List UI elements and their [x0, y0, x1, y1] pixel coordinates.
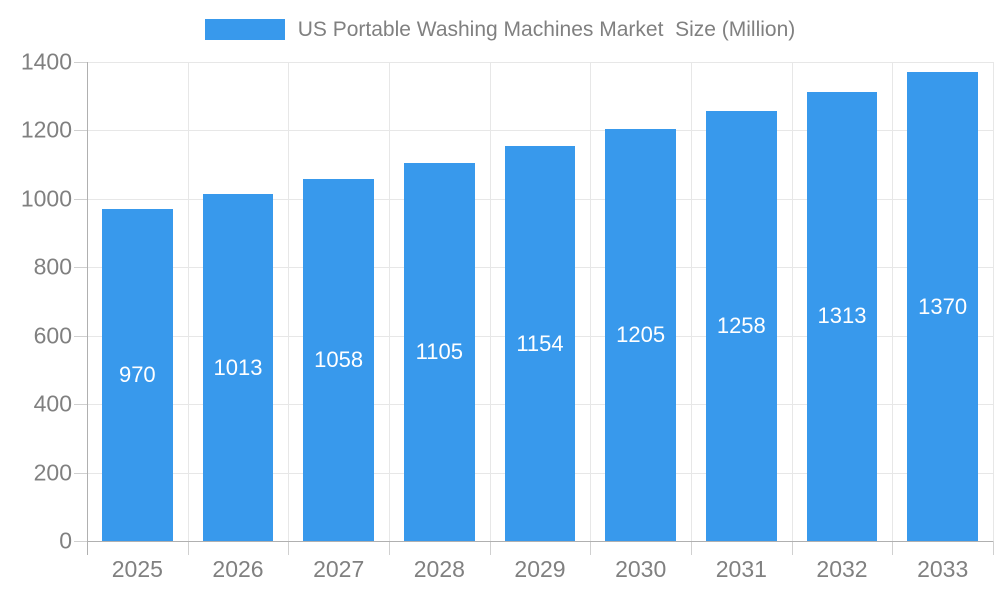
y-axis-label-400: 400 — [33, 390, 72, 417]
bar-2028: 1105 — [404, 162, 475, 541]
x-axis-tick-4 — [489, 541, 491, 555]
bar-value-label-2033: 1370 — [918, 293, 968, 319]
h-gridline-1400 — [87, 62, 993, 63]
v-gridline-6 — [690, 62, 692, 541]
y-axis-tick-1400 — [74, 62, 87, 63]
bar-value-label-2026: 1013 — [213, 354, 263, 380]
x-axis-tick-6 — [690, 541, 692, 555]
v-gridline-8 — [892, 62, 894, 541]
x-axis-tick-7 — [791, 541, 793, 555]
bar-value-label-2030: 1205 — [616, 321, 666, 347]
x-axis-label-2026: 2026 — [212, 556, 264, 582]
v-gridline-2 — [288, 62, 290, 541]
x-axis-label-2033: 2033 — [917, 556, 969, 582]
v-gridline-5 — [590, 62, 592, 541]
x-axis-label-2029: 2029 — [514, 556, 566, 582]
y-axis-tick-800 — [74, 267, 87, 269]
x-axis-label-2032: 2032 — [816, 556, 868, 582]
v-gridline-1 — [187, 62, 189, 541]
y-axis-label-1200: 1200 — [20, 116, 72, 143]
bar-value-label-2025: 970 — [118, 362, 156, 388]
plot-area: 970 2025 1013 2026 1058 2027 1105 2028 1154 2029 1… — [87, 62, 994, 581]
x-axis-label-2025: 2025 — [111, 556, 163, 582]
legend-swatch — [204, 19, 285, 40]
v-gridline-7 — [791, 62, 793, 541]
y-axis-label-600: 600 — [33, 322, 72, 349]
h-gridline-1200 — [87, 130, 993, 132]
y-axis-label-1000: 1000 — [20, 185, 72, 212]
bar-2025: 970 — [102, 209, 173, 541]
x-axis-tick-2 — [288, 541, 290, 555]
y-axis-line — [87, 62, 88, 555]
bar-value-label-2027: 1058 — [314, 347, 364, 372]
x-axis-label-2028: 2028 — [413, 556, 465, 582]
y-axis-label-200: 200 — [33, 459, 72, 486]
v-gridline-9 — [993, 62, 994, 541]
chart-title: US Portable Washing Machines Market Size… — [297, 18, 796, 41]
legend: US Portable Washing Machines Market Size… — [0, 19, 1000, 40]
y-axis-tick-1200 — [74, 130, 87, 132]
x-axis-tick-3 — [388, 541, 390, 555]
y-axis-tick-0 — [74, 541, 87, 542]
y-axis-label-800: 800 — [33, 253, 72, 280]
bar-2033: 1370 — [907, 72, 978, 541]
x-axis-line — [87, 541, 993, 542]
y-axis-tick-200 — [74, 472, 87, 474]
bar-value-label-2028: 1105 — [415, 338, 463, 364]
x-axis-label-2027: 2027 — [313, 556, 365, 582]
legend-item[interactable]: US Portable Washing Machines Market Size… — [204, 18, 796, 41]
bar-2032: 1313 — [806, 91, 878, 541]
y-axis-tick-1000 — [74, 198, 87, 200]
y-axis-label-1400: 1400 — [20, 48, 72, 75]
bar-value-label-2031: 1258 — [716, 312, 766, 338]
x-axis-label-2030: 2030 — [615, 556, 667, 582]
bar-value-label-2032: 1313 — [817, 303, 867, 329]
bar-2031: 1258 — [706, 110, 777, 541]
y-axis-tick-600 — [74, 335, 87, 337]
x-axis-label-2031: 2031 — [715, 556, 767, 582]
x-axis-tick-1 — [187, 541, 189, 555]
bar-2030: 1205 — [605, 128, 676, 541]
v-gridline-4 — [489, 62, 491, 541]
bar-value-label-2029: 1154 — [516, 330, 564, 356]
x-axis-tick-8 — [892, 541, 894, 555]
y-axis-tick-400 — [74, 404, 87, 406]
x-axis-tick-5 — [590, 541, 592, 555]
bar-2027: 1058 — [303, 179, 374, 541]
x-axis-tick-9 — [993, 541, 994, 555]
bar-2026: 1013 — [202, 194, 274, 541]
v-gridline-3 — [388, 62, 390, 541]
y-axis-label-0: 0 — [59, 527, 72, 554]
bar-2029: 1154 — [504, 146, 576, 541]
